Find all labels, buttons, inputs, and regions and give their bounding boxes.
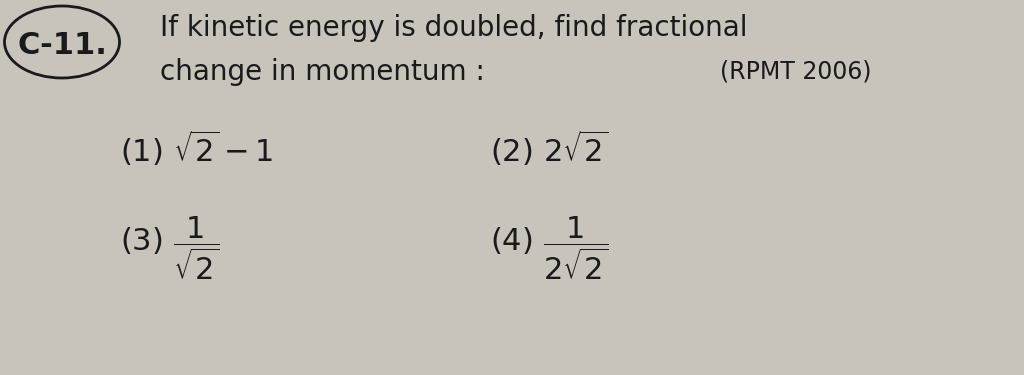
Text: $(2)\ 2\sqrt{2}$: $(2)\ 2\sqrt{2}$ <box>490 128 609 168</box>
Text: C-11.: C-11. <box>17 32 106 60</box>
Text: $(4)\ \dfrac{1}{2\sqrt{2}}$: $(4)\ \dfrac{1}{2\sqrt{2}}$ <box>490 214 609 282</box>
Text: (RPMT 2006): (RPMT 2006) <box>720 60 871 84</box>
Text: $(3)\ \dfrac{1}{\sqrt{2}}$: $(3)\ \dfrac{1}{\sqrt{2}}$ <box>120 214 219 282</box>
Text: If kinetic energy is doubled, find fractional: If kinetic energy is doubled, find fract… <box>160 14 748 42</box>
Text: change in momentum :: change in momentum : <box>160 58 485 86</box>
Text: $(1)\ \sqrt{2}-1$: $(1)\ \sqrt{2}-1$ <box>120 128 273 168</box>
